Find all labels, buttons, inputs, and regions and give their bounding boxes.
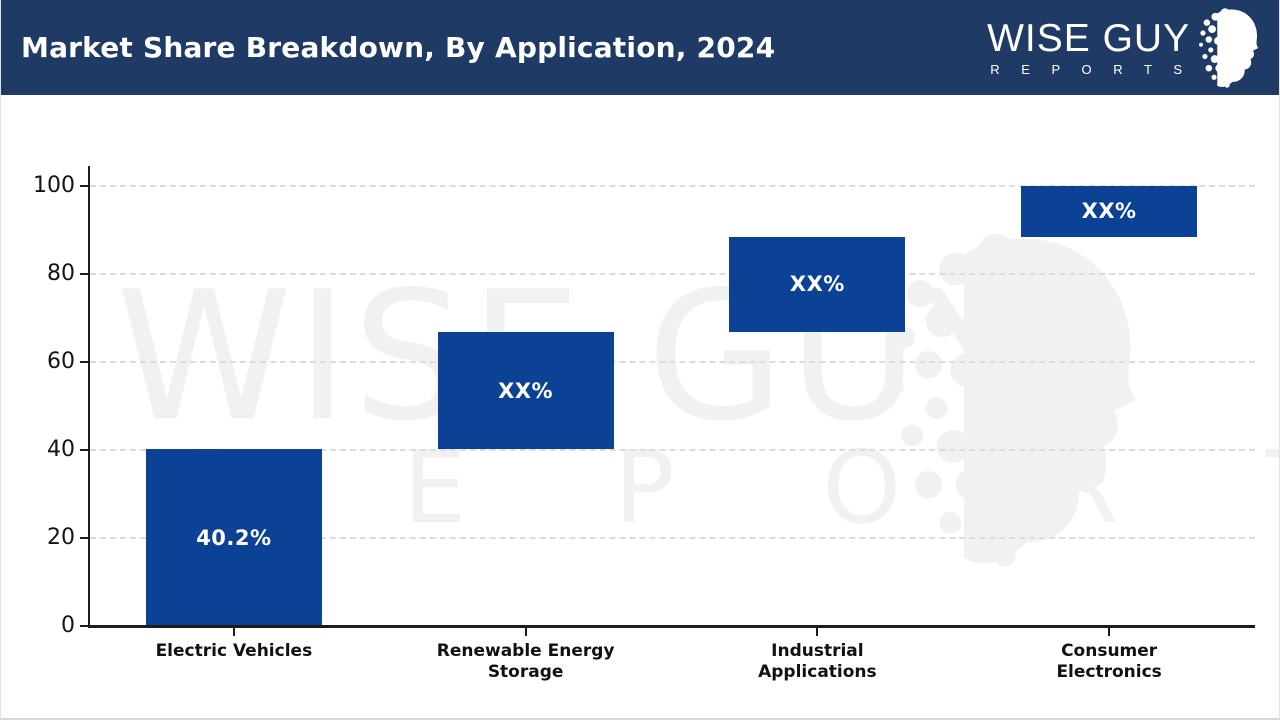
y-tick-label-0: 0 bbox=[61, 613, 75, 638]
category-label-consumer-electronics: Consumer Electronics bbox=[1056, 641, 1162, 682]
gridline-100 bbox=[90, 185, 1255, 187]
gridline-40 bbox=[90, 449, 1255, 451]
bar-renewable-energy-storage: XX% bbox=[437, 332, 614, 450]
x-tick-renewable-energy-storage bbox=[524, 628, 527, 636]
logo-name: WISE GUY bbox=[987, 16, 1191, 60]
gridline-60 bbox=[90, 361, 1255, 363]
bar-electric-vehicles: 40.2% bbox=[145, 449, 322, 626]
bar-value-label-electric-vehicles: 40.2% bbox=[196, 525, 272, 550]
x-tick-consumer-electronics bbox=[1108, 628, 1111, 636]
logo-wordmark: WISE GUY R E P O R T S bbox=[986, 19, 1191, 77]
y-tick-20 bbox=[80, 537, 88, 539]
page-title: Market Share Breakdown, By Application, … bbox=[21, 31, 776, 64]
y-tick-80 bbox=[80, 273, 88, 275]
y-tick-40 bbox=[80, 449, 88, 451]
gridline-80 bbox=[90, 273, 1255, 275]
logo-head-icon bbox=[1199, 7, 1259, 88]
gridline-20 bbox=[90, 537, 1255, 539]
y-tick-0 bbox=[80, 625, 88, 627]
logo-subtitle: R E P O R T S bbox=[990, 61, 1191, 77]
x-axis-spine bbox=[88, 625, 1255, 628]
y-tick-label-60: 60 bbox=[47, 349, 75, 374]
y-axis-spine bbox=[88, 166, 90, 628]
y-tick-label-100: 100 bbox=[33, 173, 75, 198]
y-tick-label-80: 80 bbox=[47, 261, 75, 286]
category-label-industrial-applications: Industrial Applications bbox=[758, 641, 877, 682]
category-label-electric-vehicles: Electric Vehicles bbox=[155, 641, 313, 661]
bar-value-label-consumer-electronics: XX% bbox=[1081, 199, 1137, 224]
bar-value-label-industrial-applications: XX% bbox=[789, 272, 845, 297]
y-tick-label-40: 40 bbox=[47, 437, 75, 462]
x-tick-electric-vehicles bbox=[232, 628, 235, 636]
x-tick-industrial-applications bbox=[816, 628, 819, 636]
y-tick-label-20: 20 bbox=[47, 525, 75, 550]
wise-guy-logo: WISE GUY R E P O R T S bbox=[986, 7, 1265, 89]
bar-value-label-renewable-energy-storage: XX% bbox=[498, 378, 554, 403]
header: Market Share Breakdown, By Application, … bbox=[1, 0, 1279, 95]
category-label-renewable-energy-storage: Renewable Energy Storage bbox=[436, 641, 615, 682]
bar-industrial-applications: XX% bbox=[729, 236, 906, 333]
bar-consumer-electronics: XX% bbox=[1021, 186, 1198, 237]
y-tick-100 bbox=[80, 185, 88, 187]
y-tick-60 bbox=[80, 361, 88, 363]
